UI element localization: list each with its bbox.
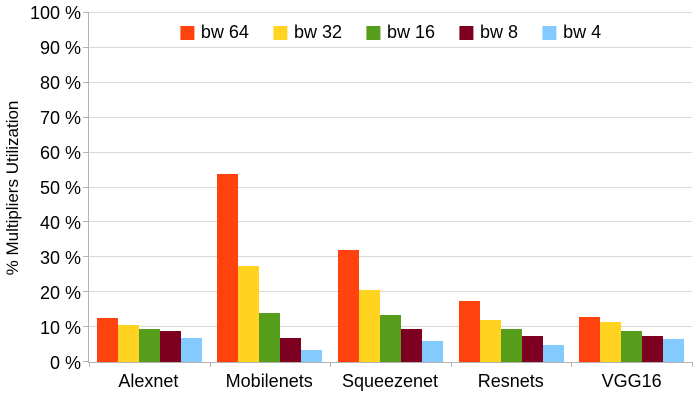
- y-tick-mark: [83, 81, 89, 83]
- bar-bw-8: [159, 330, 181, 362]
- legend-label: bw 64: [200, 22, 249, 42]
- legend-item: bw 4: [542, 22, 601, 43]
- gridline: [89, 81, 692, 83]
- legend-swatch-icon: [272, 25, 287, 40]
- bar-bw-64: [217, 173, 239, 362]
- x-tick-mark: [571, 362, 573, 367]
- bar-bw-4: [663, 339, 685, 362]
- y-tick-label: 40 %: [39, 213, 81, 233]
- gridline: [89, 221, 692, 223]
- bar-bw-8: [521, 335, 543, 362]
- x-category-label: Alexnet: [118, 371, 179, 391]
- bar-bw-32: [479, 320, 501, 362]
- bar-bw-8: [642, 335, 664, 362]
- legend-swatch-icon: [459, 25, 474, 40]
- y-tick-mark: [83, 256, 89, 258]
- legend-swatch-icon: [365, 25, 380, 40]
- bar-bw-4: [542, 344, 564, 362]
- y-axis: 0 % 10 % 20 % 30 % 40 % 50 % 60 % 70 % 80 % 90 % 1…: [0, 4, 81, 372]
- x-tick-mark: [450, 362, 452, 367]
- y-tick-mark: [83, 291, 89, 293]
- legend-label: bw 4: [563, 22, 602, 42]
- bar-bw-64: [96, 318, 118, 362]
- legend-swatch-icon: [179, 25, 194, 40]
- bar-bw-16: [379, 314, 401, 362]
- bar-bw-64: [579, 316, 601, 362]
- x-category-label: Mobilenets: [225, 371, 313, 391]
- legend-item: bw 16: [365, 22, 436, 43]
- x-category-label: VGG16: [601, 371, 662, 391]
- bar-bw-32: [238, 266, 260, 362]
- x-tick-mark: [89, 362, 90, 367]
- bar-bw-16: [500, 328, 522, 362]
- bar-bw-64: [337, 250, 359, 362]
- y-tick-label: 90 %: [39, 38, 81, 58]
- bar-group: [89, 13, 210, 362]
- legend: bw 64 bw 32 bw 16 bw 8 bw 4: [179, 22, 601, 43]
- legend-item: bw 8: [459, 22, 518, 43]
- bar-bw-32: [358, 290, 380, 362]
- bar-group: [330, 13, 451, 362]
- bar-bw-4: [180, 337, 202, 362]
- y-tick-label: 50 %: [39, 178, 81, 198]
- bar-bw-64: [458, 300, 480, 362]
- y-tick-label: 0 %: [49, 353, 81, 373]
- x-tick-mark: [330, 362, 332, 367]
- x-axis: Alexnet Mobilenets Squeezenet Resnets VGG16: [88, 371, 692, 392]
- legend-label: bw 16: [386, 22, 436, 42]
- y-tick-mark: [83, 221, 89, 223]
- plot-area: bw 64 bw 32 bw 16 bw 8 bw 4: [83, 12, 693, 367]
- bar-group: [210, 13, 331, 362]
- bar-bw-4: [301, 349, 323, 362]
- bar-bw-16: [621, 330, 643, 362]
- y-tick-label: 70 %: [39, 108, 81, 128]
- x-category-label: Resnets: [477, 371, 544, 391]
- gridline: [89, 46, 692, 48]
- bar-bw-32: [117, 325, 139, 362]
- gridline: [89, 256, 692, 258]
- bar-bw-16: [138, 328, 160, 362]
- legend-item: bw 32: [272, 22, 342, 43]
- legend-item: bw 64: [179, 22, 249, 43]
- gridline: [89, 12, 692, 13]
- gridline: [89, 186, 692, 188]
- bar-bw-32: [600, 321, 622, 362]
- bar-bw-8: [280, 337, 302, 362]
- y-tick-label: 80 %: [39, 73, 81, 93]
- y-tick-label: 60 %: [39, 143, 81, 163]
- y-tick-label: 20 %: [39, 283, 81, 303]
- y-tick-mark: [83, 186, 89, 188]
- legend-swatch-icon: [542, 25, 557, 40]
- y-tick-mark: [83, 151, 89, 153]
- y-tick-mark: [83, 46, 89, 48]
- y-tick-mark: [83, 326, 89, 328]
- bar-bw-4: [421, 341, 443, 362]
- gridline: [89, 291, 692, 293]
- bar-groups: [89, 13, 692, 362]
- bar-bw-8: [400, 328, 422, 362]
- y-tick-mark: [83, 116, 89, 118]
- legend-label: bw 8: [480, 22, 519, 42]
- x-category-label: Squeezenet: [341, 371, 439, 391]
- bar-bw-16: [259, 313, 281, 362]
- gridline: [89, 151, 692, 153]
- y-tick-label: 30 %: [39, 248, 81, 268]
- x-tick-mark: [692, 362, 693, 367]
- bar-group: [571, 13, 692, 362]
- y-tick-mark: [83, 12, 89, 13]
- gridline: [89, 116, 692, 118]
- y-tick-label: 100 %: [29, 3, 81, 23]
- y-tick-mark: [83, 361, 89, 362]
- y-tick-label: 10 %: [39, 318, 81, 338]
- legend-label: bw 32: [293, 22, 342, 42]
- x-tick-mark: [209, 362, 211, 367]
- bar-group: [451, 13, 572, 362]
